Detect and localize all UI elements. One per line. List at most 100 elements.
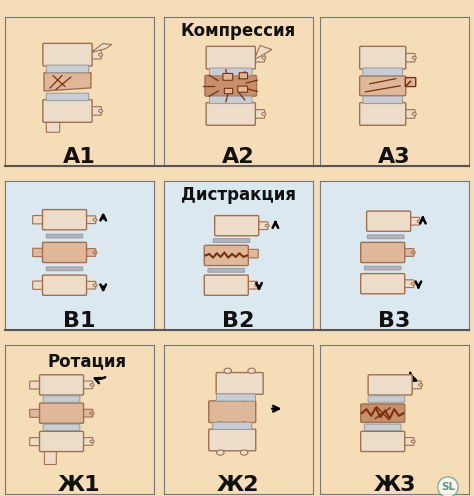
FancyBboxPatch shape bbox=[204, 246, 248, 265]
FancyBboxPatch shape bbox=[403, 110, 415, 118]
FancyBboxPatch shape bbox=[405, 77, 416, 86]
FancyBboxPatch shape bbox=[90, 107, 101, 115]
Ellipse shape bbox=[411, 251, 415, 254]
Ellipse shape bbox=[412, 113, 416, 116]
FancyBboxPatch shape bbox=[81, 381, 93, 389]
Ellipse shape bbox=[262, 56, 266, 59]
FancyBboxPatch shape bbox=[223, 73, 233, 80]
FancyBboxPatch shape bbox=[30, 437, 41, 445]
FancyBboxPatch shape bbox=[39, 403, 83, 423]
Ellipse shape bbox=[90, 440, 94, 443]
Ellipse shape bbox=[240, 396, 248, 402]
FancyBboxPatch shape bbox=[246, 249, 258, 258]
Ellipse shape bbox=[411, 282, 415, 285]
FancyBboxPatch shape bbox=[84, 281, 96, 289]
FancyBboxPatch shape bbox=[43, 210, 87, 230]
FancyBboxPatch shape bbox=[365, 424, 401, 431]
FancyBboxPatch shape bbox=[209, 429, 256, 451]
FancyBboxPatch shape bbox=[43, 243, 87, 262]
FancyBboxPatch shape bbox=[363, 96, 402, 104]
Ellipse shape bbox=[90, 383, 94, 386]
Ellipse shape bbox=[93, 218, 97, 221]
FancyBboxPatch shape bbox=[216, 372, 263, 394]
Text: Ж2: Ж2 bbox=[217, 475, 259, 495]
FancyBboxPatch shape bbox=[368, 396, 405, 402]
FancyBboxPatch shape bbox=[224, 88, 233, 94]
Ellipse shape bbox=[419, 383, 423, 386]
FancyBboxPatch shape bbox=[43, 396, 80, 402]
FancyBboxPatch shape bbox=[213, 422, 252, 430]
Ellipse shape bbox=[93, 251, 97, 254]
Text: А1: А1 bbox=[63, 147, 96, 167]
FancyBboxPatch shape bbox=[408, 217, 420, 225]
Text: В3: В3 bbox=[378, 311, 411, 331]
FancyBboxPatch shape bbox=[253, 54, 264, 62]
Ellipse shape bbox=[417, 220, 421, 223]
Ellipse shape bbox=[248, 368, 255, 373]
FancyBboxPatch shape bbox=[209, 401, 256, 423]
FancyBboxPatch shape bbox=[215, 216, 259, 236]
FancyBboxPatch shape bbox=[206, 103, 255, 125]
FancyBboxPatch shape bbox=[402, 280, 414, 288]
FancyBboxPatch shape bbox=[43, 275, 87, 295]
Ellipse shape bbox=[265, 224, 269, 227]
Ellipse shape bbox=[240, 422, 248, 427]
FancyBboxPatch shape bbox=[39, 432, 83, 451]
FancyBboxPatch shape bbox=[33, 248, 44, 256]
Ellipse shape bbox=[262, 113, 266, 116]
Text: Ротация: Ротация bbox=[47, 352, 127, 370]
FancyBboxPatch shape bbox=[360, 76, 406, 96]
FancyBboxPatch shape bbox=[410, 381, 421, 389]
FancyBboxPatch shape bbox=[81, 409, 93, 417]
FancyBboxPatch shape bbox=[246, 281, 257, 289]
FancyBboxPatch shape bbox=[366, 211, 410, 231]
FancyBboxPatch shape bbox=[46, 234, 83, 238]
FancyBboxPatch shape bbox=[90, 51, 101, 59]
FancyBboxPatch shape bbox=[210, 96, 252, 104]
FancyBboxPatch shape bbox=[361, 404, 405, 423]
FancyBboxPatch shape bbox=[208, 268, 245, 272]
Ellipse shape bbox=[224, 368, 231, 373]
Ellipse shape bbox=[217, 422, 224, 427]
Ellipse shape bbox=[240, 450, 248, 455]
FancyBboxPatch shape bbox=[204, 275, 248, 295]
FancyBboxPatch shape bbox=[43, 424, 80, 431]
Text: Ж3: Ж3 bbox=[374, 475, 416, 495]
FancyBboxPatch shape bbox=[213, 239, 250, 243]
Text: Компрессия: Компрессия bbox=[181, 22, 296, 40]
FancyBboxPatch shape bbox=[238, 86, 247, 92]
FancyBboxPatch shape bbox=[43, 43, 92, 66]
FancyBboxPatch shape bbox=[43, 100, 92, 123]
Text: А3: А3 bbox=[378, 147, 411, 167]
Text: В1: В1 bbox=[63, 311, 96, 331]
FancyBboxPatch shape bbox=[363, 68, 402, 75]
FancyBboxPatch shape bbox=[368, 375, 412, 395]
FancyBboxPatch shape bbox=[46, 267, 83, 271]
FancyBboxPatch shape bbox=[361, 432, 405, 451]
FancyBboxPatch shape bbox=[217, 394, 255, 401]
FancyBboxPatch shape bbox=[39, 375, 83, 395]
Ellipse shape bbox=[411, 440, 415, 443]
FancyBboxPatch shape bbox=[33, 216, 44, 224]
FancyBboxPatch shape bbox=[367, 235, 404, 239]
FancyBboxPatch shape bbox=[81, 437, 93, 445]
Text: Дистракция: Дистракция bbox=[181, 186, 296, 203]
Text: В2: В2 bbox=[222, 311, 255, 331]
FancyBboxPatch shape bbox=[46, 65, 89, 72]
Ellipse shape bbox=[93, 284, 97, 287]
Polygon shape bbox=[254, 46, 272, 60]
Ellipse shape bbox=[255, 284, 259, 287]
FancyBboxPatch shape bbox=[30, 409, 41, 417]
Ellipse shape bbox=[412, 56, 416, 59]
Text: SL: SL bbox=[441, 482, 455, 492]
FancyBboxPatch shape bbox=[210, 68, 252, 75]
FancyBboxPatch shape bbox=[30, 381, 41, 389]
FancyBboxPatch shape bbox=[84, 248, 96, 256]
FancyBboxPatch shape bbox=[33, 281, 44, 289]
FancyBboxPatch shape bbox=[253, 110, 264, 118]
FancyBboxPatch shape bbox=[360, 46, 406, 69]
Ellipse shape bbox=[99, 53, 103, 56]
FancyBboxPatch shape bbox=[361, 274, 405, 294]
Ellipse shape bbox=[99, 110, 103, 113]
FancyBboxPatch shape bbox=[206, 46, 255, 69]
